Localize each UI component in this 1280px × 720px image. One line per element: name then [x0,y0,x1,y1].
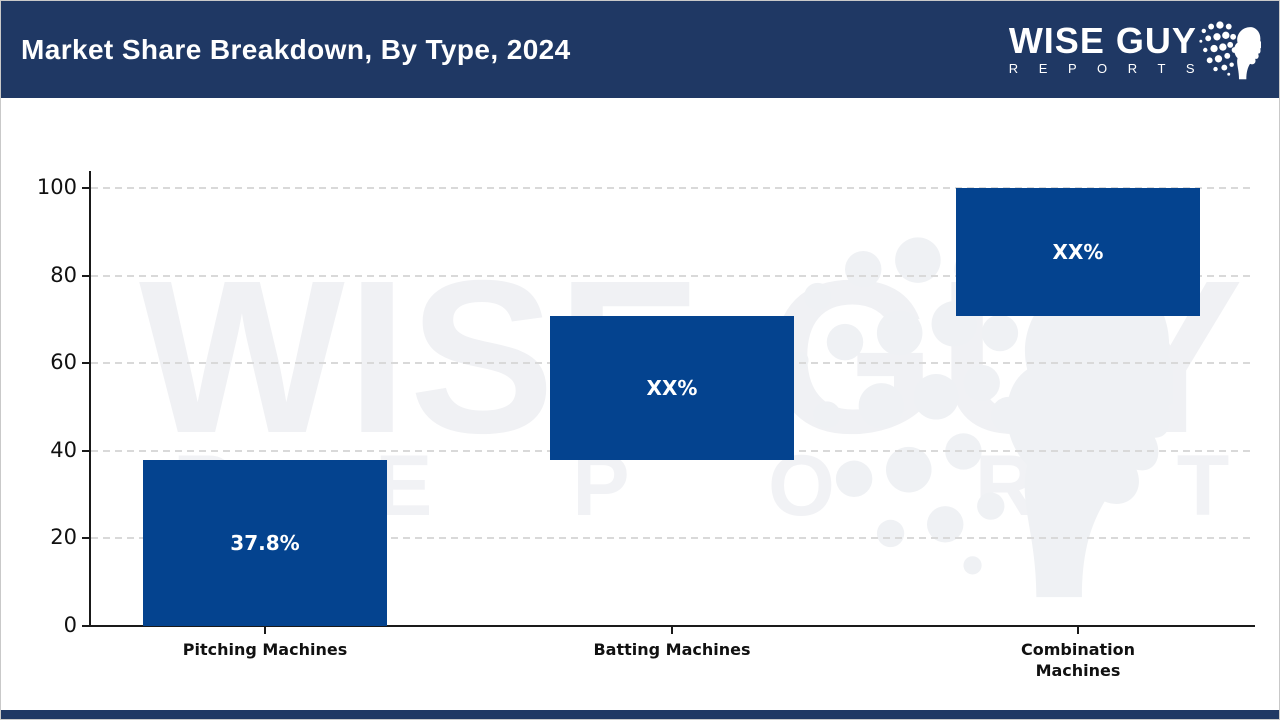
bar-value-label: XX% [646,376,698,401]
logo-name: WISE GUY [1008,20,1197,61]
x-axis-line [89,625,1255,627]
y-tick-label: 60 [50,350,77,375]
x-axis-tick [671,627,673,634]
bar: 37.8% [143,460,387,626]
y-axis-tick [82,449,90,452]
bar: XX% [956,188,1200,316]
chart-title: Market Share Breakdown, By Type, 2024 [21,33,571,65]
x-axis-tick [1077,627,1079,634]
category-label: Batting Machines [593,640,751,659]
y-tick-label: 0 [63,613,77,637]
x-axis-tick [264,627,266,634]
y-axis-tick [82,625,90,627]
y-tick-label: 40 [50,437,77,462]
gridline [91,274,1254,277]
wiseguy-logo: WISE GUY R E P O R T S [1003,11,1261,89]
face-profile-dots-icon [1195,11,1261,89]
y-axis-line [89,171,91,627]
gridline [91,537,1254,540]
logo-text: WISE GUY R E P O R T S [1003,20,1203,77]
category-label: Pitching Machines [182,640,348,659]
y-tick-label: 100 [36,175,77,199]
y-axis-tick [82,362,90,365]
y-axis-tick [82,274,90,277]
y-tick-label: 80 [50,262,77,287]
y-tick-label: 20 [50,525,77,550]
header: Market Share Breakdown, By Type, 2024 WI… [1,1,1279,98]
y-axis-tick [82,187,90,189]
category-label: Combination Machines [1020,640,1136,680]
bar: XX% [550,315,794,461]
bar-value-label: XX% [1052,239,1104,264]
bar-value-label: 37.8% [230,531,300,556]
gridline [91,187,1254,189]
footer-bar [1,710,1279,719]
logo-subtitle: R E P O R T S [1008,61,1203,76]
y-axis-tick [82,537,90,540]
